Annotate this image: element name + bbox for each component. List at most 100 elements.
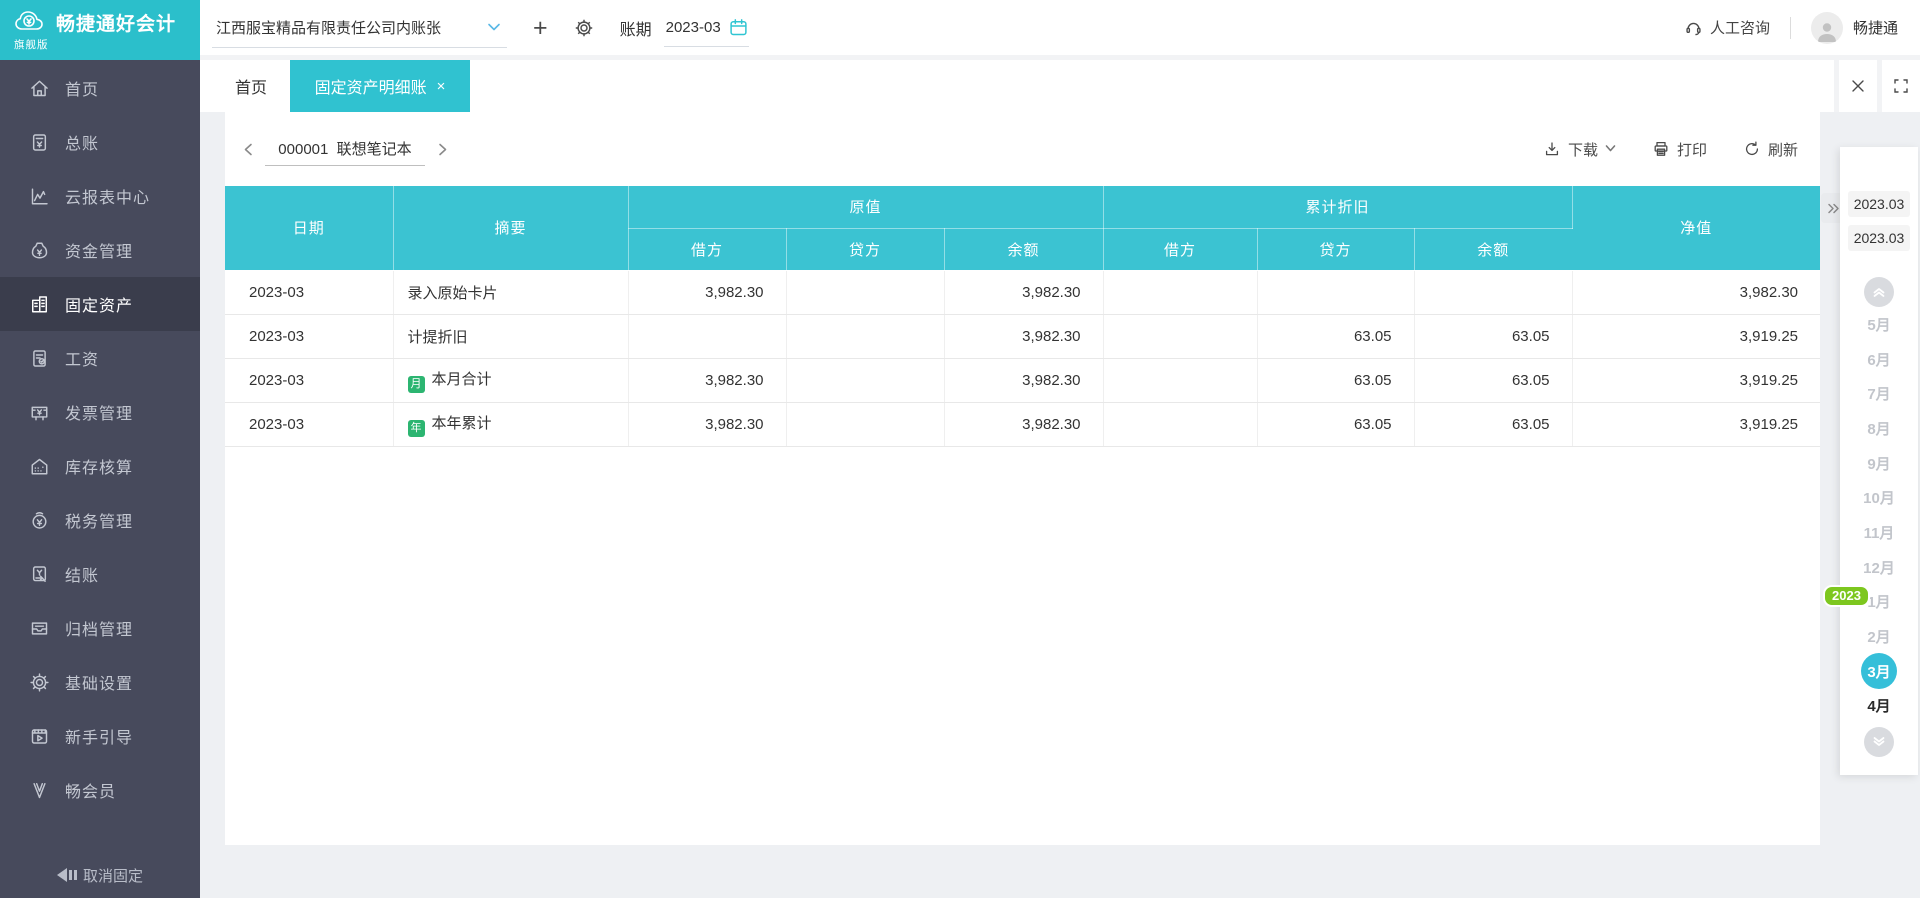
app-edition: 旗舰版 [14, 39, 49, 51]
sidebar-item-4[interactable]: 资金管理 [0, 223, 200, 277]
sidebar-item-10[interactable]: 结账 [0, 547, 200, 601]
period-label: 账期 [619, 21, 652, 39]
cloud-logo-icon [15, 11, 43, 30]
unpin-sidebar-button[interactable]: 取消固定 [0, 860, 200, 890]
content-area: 000001 联想笔记本 下载 [200, 112, 1920, 898]
col-dep-credit: 贷方 [1257, 228, 1415, 271]
month-item-10月[interactable]: 10月 [1863, 490, 1895, 508]
consult-button[interactable]: 人工咨询 [1684, 17, 1770, 38]
fullscreen-button[interactable] [1877, 60, 1920, 112]
period-box-bottom[interactable]: 2023.03 [1848, 225, 1910, 251]
col-ov-balance: 余额 [944, 228, 1104, 271]
sidebar: 畅捷通好会计 旗舰版 首页 总账 云报表中心 资金管理 固定资产 工资 发票管理… [0, 0, 200, 898]
next-asset-button[interactable] [429, 136, 455, 162]
topbar: 江西服宝精品有限责任公司内账张 + 账期 2023-03 [200, 0, 1920, 55]
chevron-left-icon [244, 143, 252, 155]
company-name: 江西服宝精品有限责任公司内账张 [216, 19, 442, 37]
company-select[interactable]: 江西服宝精品有限责任公司内账张 [212, 8, 507, 48]
sidebar-item-8[interactable]: 库存核算 [0, 439, 200, 493]
tab-fixed-asset-ledger[interactable]: 固定资产明细账 × [290, 60, 470, 112]
funds-icon [28, 239, 50, 261]
table-row[interactable]: 2023-03 年本年累计 3,982.30 3,982.30 63.05 63.0… [225, 402, 1821, 447]
month-item-5月[interactable]: 5月 [1867, 316, 1891, 334]
sidebar-item-1[interactable]: 首页 [0, 61, 200, 115]
fullscreen-icon [1894, 79, 1908, 93]
tab-home[interactable]: 首页 [234, 80, 267, 97]
invoice-icon [28, 401, 50, 423]
double-chevron-down-icon [1873, 737, 1885, 747]
inventory-icon [28, 455, 50, 477]
month-item-3月[interactable]: 3月 [1840, 653, 1918, 690]
col-group-depreciation: 累计折旧 [1103, 186, 1573, 229]
cloud-report-icon [28, 185, 50, 207]
sidebar-item-12[interactable]: 基础设置 [0, 655, 200, 709]
sidebar-item-6[interactable]: 工资 [0, 331, 200, 385]
months-list: 5月 6月 7月 8月 9月 10月 11月 12月 1月 2月 3月 4月 [1840, 307, 1918, 723]
month-item-12月[interactable]: 12月 [1863, 559, 1895, 577]
period-field[interactable]: 2023-03 [663, 9, 749, 47]
month-item-4月[interactable]: 4月 [1867, 698, 1891, 716]
close-all-button[interactable] [1834, 60, 1877, 112]
add-account-button[interactable]: + [533, 13, 548, 42]
month-item-6月[interactable]: 6月 [1867, 351, 1891, 369]
gear-icon[interactable] [574, 18, 594, 38]
period-value: 2023-03 [665, 18, 721, 36]
settings-icon [28, 671, 50, 693]
table-row[interactable]: 2023-03 计提折旧 3,982.30 63.05 63.05 3,919.2… [225, 314, 1821, 359]
member-icon [28, 779, 50, 801]
sidebar-item-13[interactable]: 新手引导 [0, 709, 200, 763]
fixed-assets-icon [28, 293, 50, 315]
double-chevron-right-icon [1827, 203, 1839, 213]
month-item-8月[interactable]: 8月 [1867, 420, 1891, 438]
sidebar-item-7[interactable]: 发票管理 [0, 385, 200, 439]
sidebar-item-3[interactable]: 云报表中心 [0, 169, 200, 223]
table-row[interactable]: 2023-03 录入原始卡片 3,982.30 3,982.30 3,982.30 [225, 270, 1821, 315]
table-body: 2023-03 录入原始卡片 3,982.30 3,982.30 3,982.30… [225, 270, 1821, 447]
print-button[interactable]: 打印 [1652, 139, 1707, 160]
payroll-icon [28, 347, 50, 369]
sidebar-item-5[interactable]: 固定资产 [0, 277, 200, 331]
headset-icon [1686, 22, 1701, 36]
download-icon [1545, 142, 1559, 156]
guide-icon [28, 725, 50, 747]
chevron-down-icon [1605, 141, 1616, 158]
col-net: 净值 [1572, 186, 1821, 271]
sidebar-nav: 首页 总账 云报表中心 资金管理 固定资产 工资 发票管理 库存核算 税务管理 … [0, 61, 200, 817]
col-group-original: 原值 [628, 186, 1104, 229]
ledger-icon [28, 131, 50, 153]
month-item-7月[interactable]: 7月 [1867, 386, 1891, 404]
col-dep-balance: 余额 [1414, 228, 1573, 271]
close-icon [1852, 80, 1864, 92]
col-summary: 摘要 [393, 186, 629, 271]
download-button[interactable]: 下载 [1543, 139, 1616, 160]
closing-icon [28, 563, 50, 585]
asset-selector-input[interactable]: 000001 联想笔记本 [265, 132, 425, 166]
username: 畅捷通 [1852, 20, 1898, 37]
scroll-months-up-button[interactable] [1864, 277, 1894, 307]
tab-close-icon[interactable]: × [436, 77, 446, 95]
refresh-icon [1745, 141, 1759, 156]
pin-bars-icon [68, 870, 77, 880]
month-picker-panel: 2023.03 2023.03 5月 6月 7月 8月 9月 10月 11月 12月 1月 2月 3… [1823, 147, 1918, 775]
tax-icon [28, 509, 50, 531]
period-box-top[interactable]: 2023.03 [1848, 191, 1910, 217]
prev-asset-button[interactable] [235, 136, 261, 162]
sidebar-item-9[interactable]: 税务管理 [0, 493, 200, 547]
scroll-months-down-button[interactable] [1864, 727, 1894, 758]
month-item-11月[interactable]: 11月 [1863, 524, 1895, 542]
month-item-9月[interactable]: 9月 [1867, 455, 1891, 473]
month-item-1月[interactable]: 1月 [1867, 594, 1891, 612]
sidebar-item-11[interactable]: 归档管理 [0, 601, 200, 655]
col-dep-debit: 借方 [1103, 228, 1258, 271]
chevron-right-icon [438, 143, 446, 155]
sidebar-item-14[interactable]: 畅会员 [0, 763, 200, 817]
month-item-2月[interactable]: 2月 [1867, 629, 1891, 647]
refresh-button[interactable]: 刷新 [1743, 139, 1798, 160]
archive-icon [28, 617, 50, 639]
col-ov-credit: 贷方 [786, 228, 945, 271]
person-icon [1817, 22, 1836, 42]
avatar[interactable] [1810, 11, 1843, 44]
table-row[interactable]: 2023-03 月本月合计 3,982.30 3,982.30 63.05 63.0… [225, 358, 1821, 403]
collapse-arrow-icon [56, 868, 67, 882]
sidebar-item-2[interactable]: 总账 [0, 115, 200, 169]
